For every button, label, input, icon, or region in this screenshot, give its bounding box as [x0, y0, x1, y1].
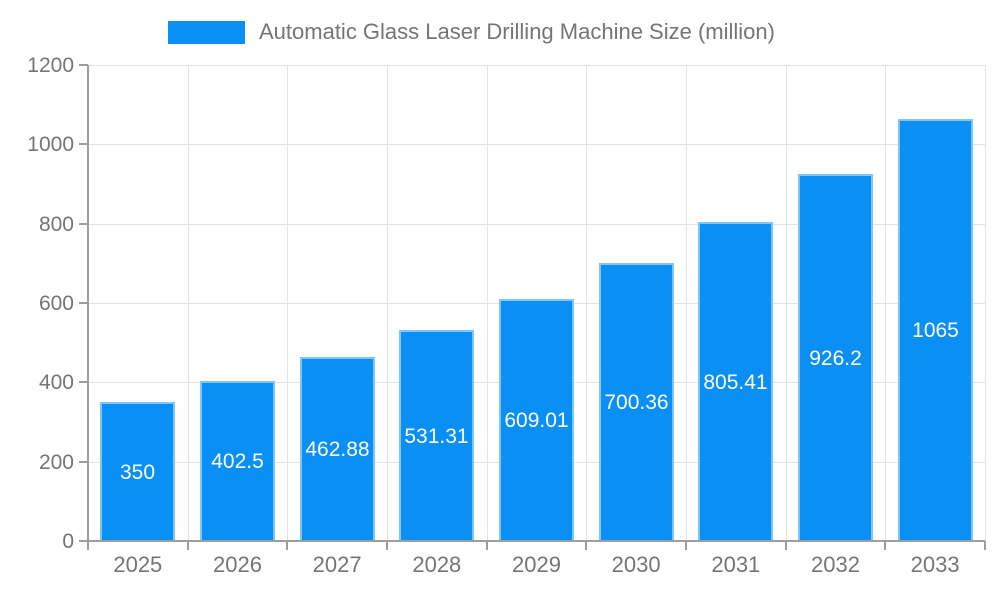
x-tick-label: 2026 [213, 552, 262, 577]
x-axis-tick [884, 541, 886, 550]
x-gridline [387, 65, 388, 541]
x-gridline [786, 65, 787, 541]
bar-2028[interactable]: 531.31 [399, 330, 474, 541]
y-gridline [88, 224, 985, 225]
legend-label: Automatic Glass Laser Drilling Machine S… [259, 19, 775, 44]
y-tick-label: 600 [38, 292, 74, 315]
x-tick-label: 2032 [811, 552, 860, 577]
bar-2025[interactable]: 350 [100, 402, 175, 541]
bar-value-label: 1065 [912, 319, 959, 342]
bar-value-label: 350 [119, 460, 156, 484]
x-gridline [287, 65, 288, 541]
y-axis-line [87, 65, 89, 550]
x-axis-tick [187, 541, 189, 550]
bar-value-label: 805.41 [703, 370, 768, 394]
bar-value-label: 531.31 [404, 424, 469, 448]
x-tick-label: 2025 [113, 552, 163, 577]
bar-2026[interactable]: 402.5 [200, 381, 275, 541]
x-gridline [686, 65, 687, 541]
x-gridline [885, 65, 886, 541]
x-tick-label: 2030 [611, 552, 661, 577]
y-gridline [88, 144, 985, 145]
y-gridline [88, 65, 985, 66]
x-axis-tick [984, 541, 986, 550]
bar-2033[interactable]: 1065 [898, 119, 973, 541]
x-gridline [586, 65, 587, 541]
bar-value-label: 402.5 [211, 450, 264, 473]
x-tick-label: 2027 [312, 552, 362, 577]
x-gridline [487, 65, 488, 541]
x-tick-label: 2033 [910, 552, 960, 577]
y-tick-label: 1200 [27, 54, 74, 77]
bar-2030[interactable]: 700.36 [599, 263, 674, 541]
x-tick-label: 2028 [412, 552, 462, 577]
x-axis-tick [585, 541, 587, 550]
x-gridline [985, 65, 986, 541]
legend-swatch[interactable] [168, 20, 245, 44]
y-axis-tick [79, 381, 88, 383]
x-axis-tick [286, 541, 288, 550]
bar-2027[interactable]: 462.88 [300, 357, 375, 541]
x-gridline [188, 65, 189, 541]
y-tick-label: 200 [38, 451, 74, 474]
y-axis-tick [79, 461, 88, 463]
y-axis-tick [79, 223, 88, 225]
x-axis-tick [486, 541, 488, 550]
chart-legend[interactable]: Automatic Glass Laser Drilling Machine S… [168, 19, 775, 45]
x-axis-tick [386, 541, 388, 550]
y-tick-label: 400 [38, 371, 74, 394]
x-axis-line [79, 540, 985, 542]
y-tick-label: 0 [62, 530, 74, 553]
y-tick-label: 1000 [27, 133, 74, 156]
x-axis-tick [785, 541, 787, 550]
bar-2029[interactable]: 609.01 [499, 299, 574, 541]
x-tick-label: 2029 [512, 552, 561, 577]
y-axis-tick [79, 302, 88, 304]
x-tick-label: 2031 [711, 552, 761, 577]
y-axis-tick [79, 64, 88, 66]
bar-value-label: 700.36 [604, 391, 669, 414]
bar-value-label: 926.2 [809, 346, 862, 370]
bar-2031[interactable]: 805.41 [698, 222, 773, 541]
bar-value-label: 609.01 [504, 409, 569, 432]
y-tick-label: 800 [38, 213, 74, 236]
y-axis-tick [79, 143, 88, 145]
bar-2032[interactable]: 926.2 [798, 174, 873, 541]
x-axis-tick [685, 541, 687, 550]
bar-value-label: 462.88 [305, 438, 370, 461]
